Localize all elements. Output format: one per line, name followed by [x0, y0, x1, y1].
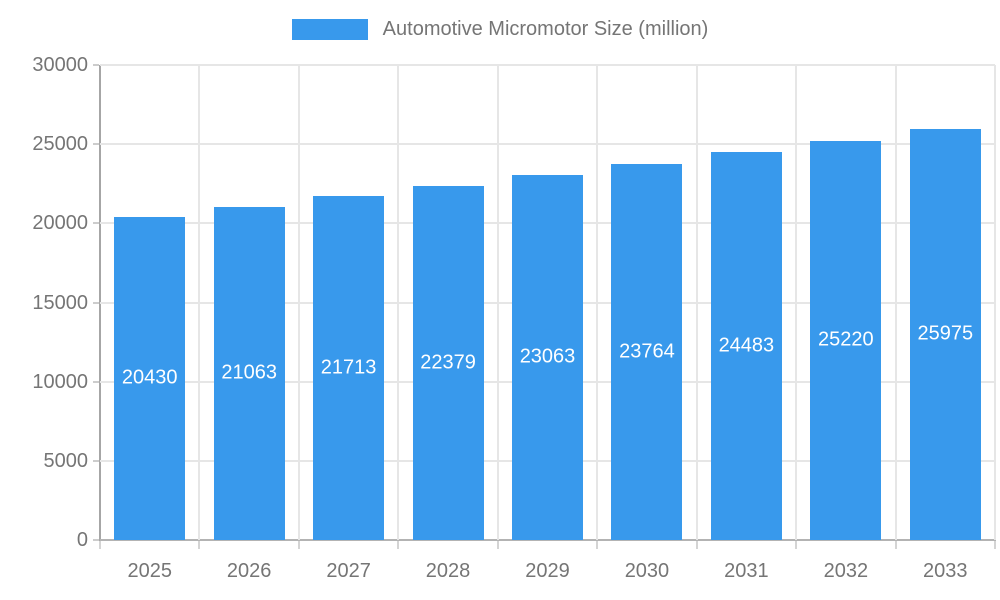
h-gridline-25000: [100, 143, 995, 146]
plot-area: 20430 21063 21713 22379 23063 23764 24483 25220…: [100, 64, 996, 540]
x-axis-label-2028: 2028: [425, 560, 471, 582]
x-axis-tick: [695, 541, 698, 549]
x-axis-label-2025: 2025: [127, 560, 172, 582]
y-axis-tick: [93, 539, 99, 541]
x-axis-tick: [994, 541, 996, 549]
bar-2030[interactable]: 23764: [611, 163, 683, 540]
v-gridline-9: [994, 65, 996, 540]
y-axis-label-15000: 15000: [32, 291, 88, 314]
v-gridline-8: [894, 65, 897, 540]
v-gridline-6: [695, 65, 698, 540]
bar-value-label-2026: 21063: [221, 361, 277, 384]
y-axis-label-0: 0: [76, 529, 88, 551]
x-axis-label-2027: 2027: [326, 560, 371, 582]
x-axis-tick: [894, 541, 897, 549]
x-axis-tick: [297, 541, 300, 549]
bar-value-label-2032: 25220: [818, 328, 874, 351]
x-axis-tick: [397, 541, 400, 549]
x-axis-tick: [795, 541, 798, 549]
legend-label[interactable]: Automotive Micromotor Size (million): [382, 18, 709, 40]
x-axis-tick: [596, 541, 599, 549]
bar-value-label-2027: 21713: [320, 356, 377, 379]
legend-swatch[interactable]: [291, 19, 368, 40]
bar-2031[interactable]: 24483: [710, 152, 782, 540]
bar-2033[interactable]: 25975: [909, 128, 981, 540]
y-axis-label-5000: 5000: [43, 449, 89, 472]
y-axis-tick: [93, 301, 99, 304]
v-gridline-2: [297, 65, 300, 540]
bar-value-label-2033: 25975: [917, 322, 974, 345]
h-gridline-30000: [100, 64, 995, 66]
y-axis-label-30000: 30000: [32, 54, 88, 76]
y-axis-label-10000: 10000: [32, 370, 88, 393]
v-gridline-5: [596, 65, 599, 540]
legend: Automotive Micromotor Size (million): [0, 18, 1000, 41]
y-axis-tick: [93, 380, 99, 383]
bar-value-label-2025: 20430: [121, 366, 178, 389]
x-axis-line: [100, 539, 996, 541]
bar-value-label-2029: 23063: [519, 345, 576, 368]
y-axis-label-20000: 20000: [32, 212, 88, 235]
bar-2026[interactable]: 21063: [213, 206, 285, 540]
bar-value-label-2030: 23764: [619, 340, 675, 363]
x-axis-label-2026: 2026: [226, 560, 272, 582]
bar-2025[interactable]: 20430: [114, 216, 186, 540]
x-axis-label-2031: 2031: [724, 560, 769, 582]
bar-2028[interactable]: 22379: [412, 185, 484, 540]
x-axis-label-2030: 2030: [624, 560, 670, 582]
y-axis-tick: [93, 222, 99, 225]
x-axis-label-2032: 2032: [823, 560, 869, 582]
x-axis-tick: [496, 541, 499, 549]
x-axis-tick: [99, 541, 101, 549]
v-gridline-3: [397, 65, 400, 540]
bar-value-label-2028: 22379: [420, 351, 476, 374]
v-gridline-4: [496, 65, 499, 540]
y-axis-tick: [93, 143, 99, 146]
y-axis-tick: [93, 459, 99, 462]
v-gridline-7: [795, 65, 798, 540]
y-axis-label-25000: 25000: [32, 133, 88, 156]
y-axis-tick: [93, 64, 99, 66]
bar-value-label-2031: 24483: [718, 334, 775, 357]
v-gridline-1: [198, 65, 201, 540]
y-axis-line: [99, 65, 101, 548]
bar-2029[interactable]: 23063: [512, 174, 583, 540]
x-axis-label-2029: 2029: [525, 560, 570, 582]
x-axis-tick: [198, 541, 201, 549]
bar-2027[interactable]: 21713: [313, 196, 385, 540]
bar-2032[interactable]: 25220: [810, 140, 882, 540]
x-axis-label-2033: 2033: [923, 560, 968, 582]
